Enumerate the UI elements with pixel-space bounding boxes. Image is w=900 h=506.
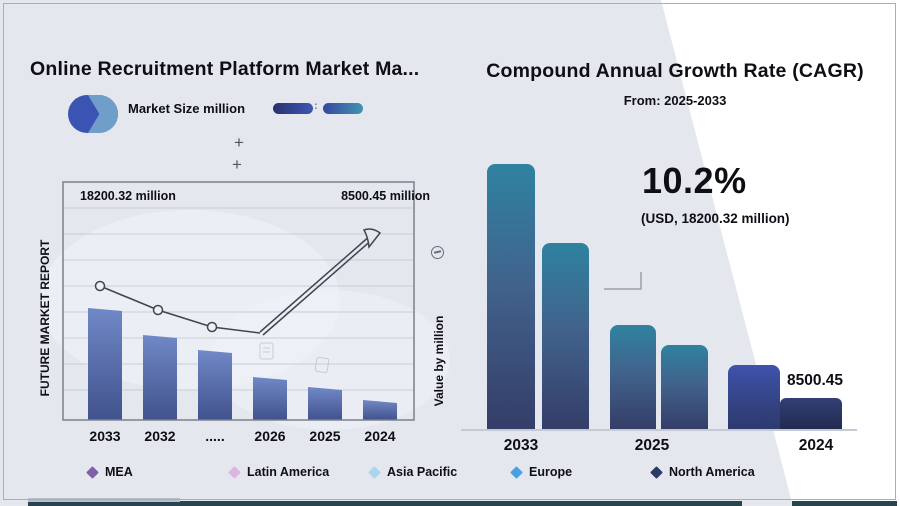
diamond-marker-icon xyxy=(650,465,663,479)
cagr-value: 10.2% xyxy=(642,160,747,201)
bar-2025-primary xyxy=(610,325,656,430)
right-chart-subtitle: From: 2025-2033 xyxy=(623,93,727,108)
growth-arrow xyxy=(259,228,382,336)
chart-border xyxy=(62,181,415,421)
bottom-accent-band xyxy=(28,501,742,506)
diamond-marker-icon xyxy=(368,465,381,479)
value-axis-label: Value by million xyxy=(432,315,446,407)
minus-circle-icon xyxy=(431,246,444,259)
legend-label: MEA xyxy=(105,465,133,479)
legend-label: Europe xyxy=(529,465,573,479)
bar-2033-primary xyxy=(487,164,535,430)
legend-label: Asia Pacific xyxy=(387,465,458,479)
diamond-marker-icon xyxy=(86,465,99,479)
pill-separator: : xyxy=(314,100,318,112)
legend-item-mea: MEA xyxy=(86,465,133,479)
end-value-annotation: 8500.45 million xyxy=(341,189,430,203)
x-tick-label: 2025 xyxy=(634,437,670,454)
market-size-legend-label: Market Size million xyxy=(128,101,246,116)
end-value-label: 8500.45 xyxy=(787,372,844,389)
bottom-accent-band xyxy=(792,501,897,506)
diamond-marker-icon xyxy=(510,465,523,479)
bottom-gray-segment xyxy=(28,498,180,502)
trend-line xyxy=(94,280,261,334)
x-tick-label: 2033 xyxy=(89,428,121,444)
start-value-annotation: 18200.32 million xyxy=(80,189,176,203)
cagr-basis: (USD, 18200.32 million) xyxy=(641,211,790,226)
bar-2024-primary xyxy=(728,365,780,430)
left-y-axis-label: FUTURE MARKET REPORT xyxy=(38,239,52,397)
x-tick-label: 2024 xyxy=(798,437,834,454)
x-tick-label: 2025 xyxy=(309,428,341,444)
market-size-chart xyxy=(62,181,415,421)
left-chart-title: Online Recruitment Platform Market Ma... xyxy=(30,58,420,80)
bars-group xyxy=(88,308,397,420)
x-tick-label: ..... xyxy=(205,428,225,444)
legend-item-latin-america: Latin America xyxy=(228,465,330,479)
bar-2025-secondary xyxy=(661,345,708,430)
market-size-icon xyxy=(68,95,118,133)
white-swoosh-shape xyxy=(661,0,900,506)
legend-item-asia-pacific: Asia Pacific xyxy=(368,465,458,479)
x-tick-label: 2032 xyxy=(144,428,176,444)
bar-2033-secondary xyxy=(542,243,589,430)
x-tick-label: 2033 xyxy=(503,437,539,454)
legend-label: Latin America xyxy=(247,465,330,479)
right-chart-baseline xyxy=(461,429,857,431)
x-tick-label: 2024 xyxy=(364,428,396,444)
plus-icon: + xyxy=(234,133,244,152)
legend-item-north-america: North America xyxy=(650,465,755,479)
mini-pill-teal-icon xyxy=(323,103,363,114)
right-chart-title: Compound Annual Growth Rate (CAGR) xyxy=(486,60,864,82)
plus-icon: + xyxy=(232,155,242,174)
bar-2024-secondary xyxy=(780,398,842,430)
mini-pill-dark-icon xyxy=(273,103,313,114)
x-tick-label: 2026 xyxy=(254,428,286,444)
diamond-marker-icon xyxy=(228,465,241,479)
legend-label: North America xyxy=(669,465,755,479)
legend-item-europe: Europe xyxy=(510,465,573,479)
step-line-decor xyxy=(604,272,642,290)
ghost-document-icons xyxy=(259,342,330,374)
